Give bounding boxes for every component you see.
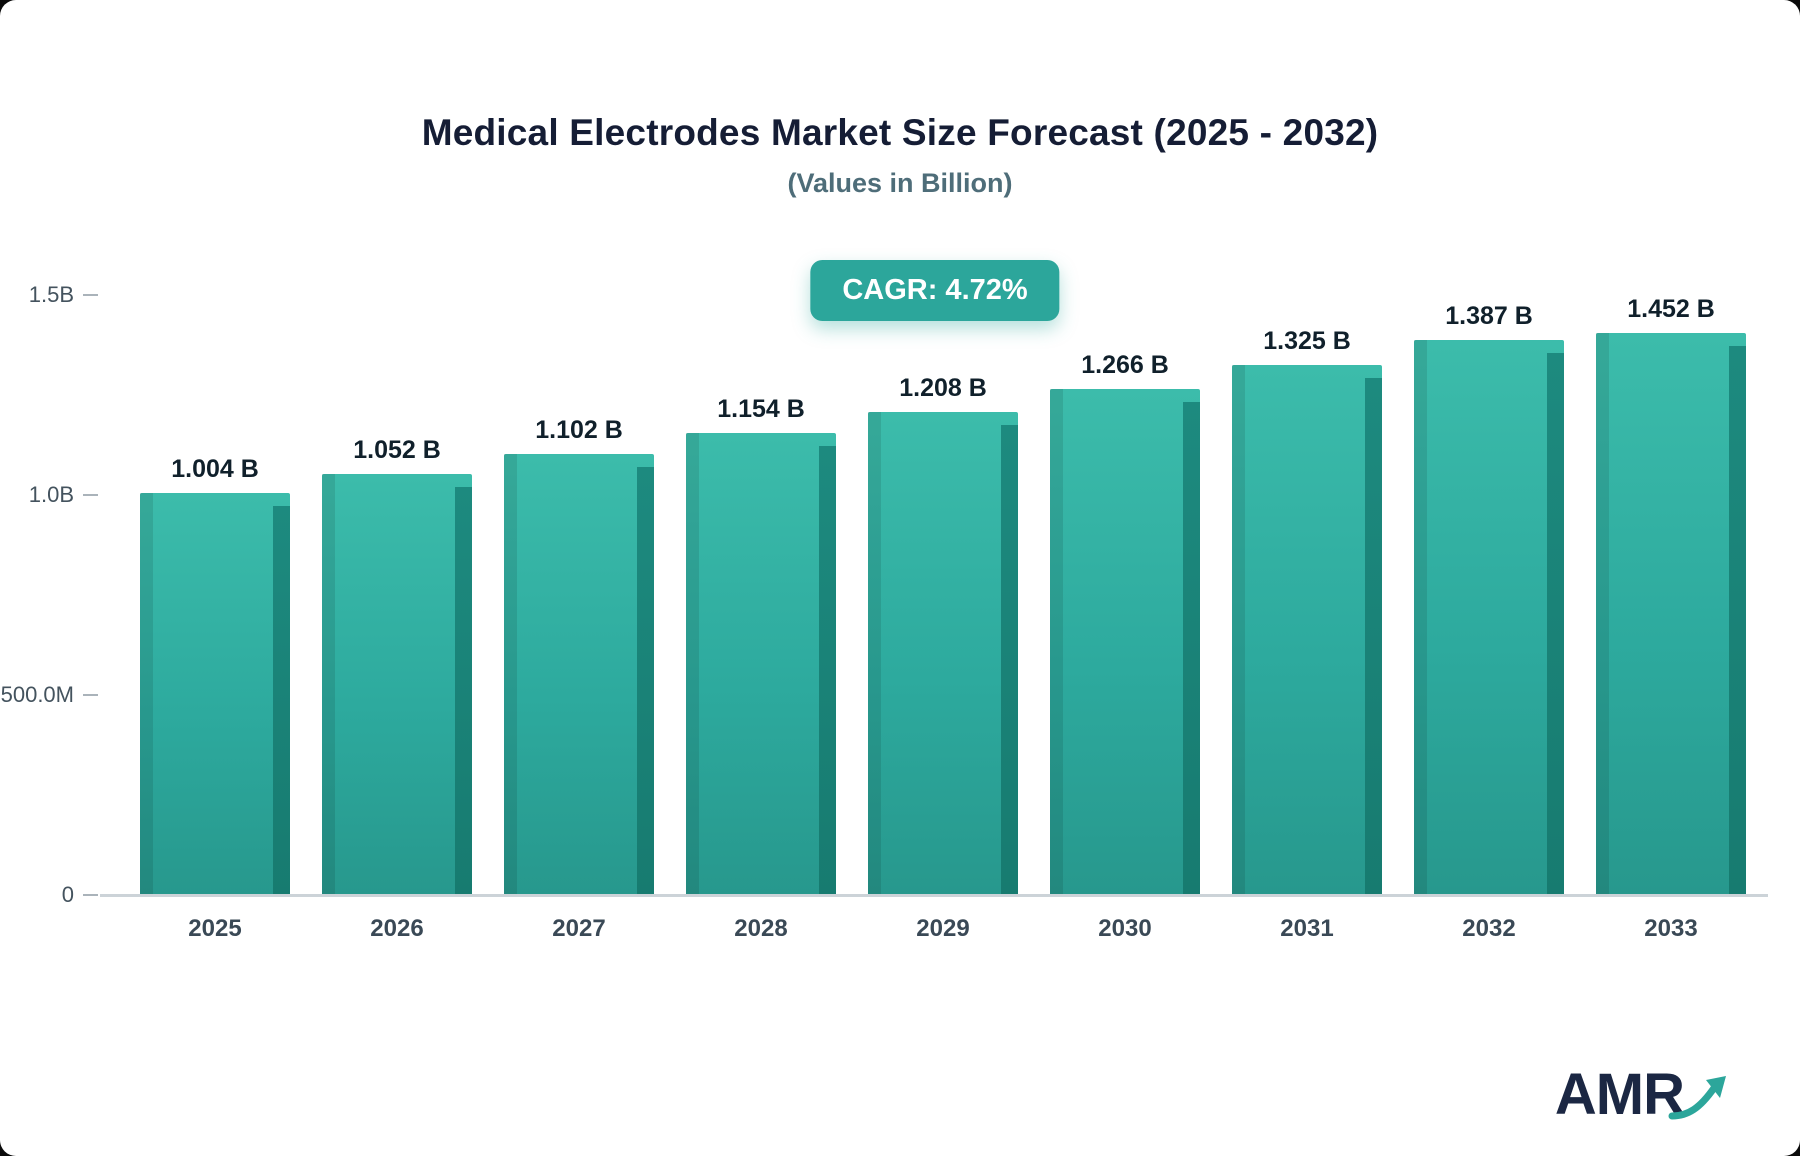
y-tick-mark (83, 694, 98, 696)
y-axis: 1.5B 1.0B 500.0M 0 (1, 282, 1768, 907)
bar-value-label: 1.004 B (171, 455, 259, 484)
cagr-badge: CAGR: 4.72% (810, 260, 1060, 321)
chart-title: Medical Electrodes Market Size Forecast … (421, 112, 1379, 153)
bar-column: 1.102 B (488, 295, 670, 895)
y-tick-label: 500.0M (0, 682, 74, 707)
bar-2031 (1232, 365, 1382, 895)
bar-2033 (1596, 333, 1746, 895)
x-axis-label: 2027 (552, 915, 606, 942)
y-tick-label: 1.0B (28, 482, 74, 507)
bar-value-label: 1.325 B (1263, 327, 1351, 355)
bar-value-label: 1.208 B (899, 373, 987, 402)
x-axis-label: 2032 (1462, 915, 1516, 942)
bar-value-label: 1.154 B (717, 395, 805, 424)
y-tick: 0 (0, 882, 98, 908)
bar-2030 (1050, 388, 1200, 896)
x-axis-label: 2030 (1098, 915, 1152, 942)
bar-column: 1.452 B (1580, 295, 1762, 895)
y-tick-mark (83, 294, 98, 296)
bar-2028 (686, 433, 836, 895)
y-tick-mark (83, 894, 98, 896)
bar-2027 (504, 454, 654, 895)
x-axis-label: 2028 (734, 915, 788, 942)
bar-value-label: 1.266 B (1081, 350, 1169, 379)
bar-column: 1.154 B (670, 295, 852, 895)
y-tick: 500.0M (0, 682, 98, 708)
y-tick-label: 1.5B (28, 282, 74, 307)
x-axis-label: 2033 (1644, 915, 1698, 942)
bar-value-label: 1.452 B (1627, 295, 1715, 323)
y-tick-label: 0 (61, 882, 74, 907)
amr-logo: AMR (1555, 1061, 1730, 1128)
x-axis-label: 2029 (916, 915, 970, 942)
bar-column: 1.208 B (852, 295, 1034, 896)
growth-arrow-icon (1668, 1075, 1726, 1119)
amr-logo-text: AMR (1554, 1062, 1685, 1127)
x-labels: 2025 2026 2027 2028 2029 2030 2031 2032 2033 (118, 915, 1768, 943)
x-axis-label: 2031 (1280, 915, 1334, 942)
x-axis-label: 2025 (188, 915, 242, 942)
bar-column: 1.325 B (1216, 295, 1398, 895)
bar-column: 1.387 B (1398, 295, 1580, 895)
bar-value-label: 1.052 B (353, 436, 441, 465)
plot-area: 1.5B 1.0B 500.0M 0 1.004 B 1.052 B 1.102 B 1.1… (1, 282, 1768, 942)
bar-column: 1.266 B (1034, 295, 1216, 896)
bar-value-label: 1.387 B (1445, 302, 1533, 331)
x-axis-line (100, 894, 1768, 897)
bar-2029 (868, 411, 1018, 896)
y-tick: 1.0B (0, 482, 98, 508)
bar-2025 (140, 493, 290, 895)
chart-subtitle: (Values in Billion) (787, 168, 1013, 198)
bar-2032 (1414, 340, 1564, 895)
bar-column: 1.052 B (306, 295, 488, 895)
bars: 1.004 B 1.052 B 1.102 B 1.154 B 1.208 B 1.266… (118, 295, 1768, 896)
bar-2026 (322, 474, 472, 895)
x-axis-label: 2026 (370, 915, 424, 942)
bar-value-label: 1.102 B (535, 416, 623, 445)
y-tick: 1.5B (0, 282, 98, 308)
bar-column: 1.004 B (124, 295, 306, 895)
y-tick-mark (83, 494, 98, 496)
